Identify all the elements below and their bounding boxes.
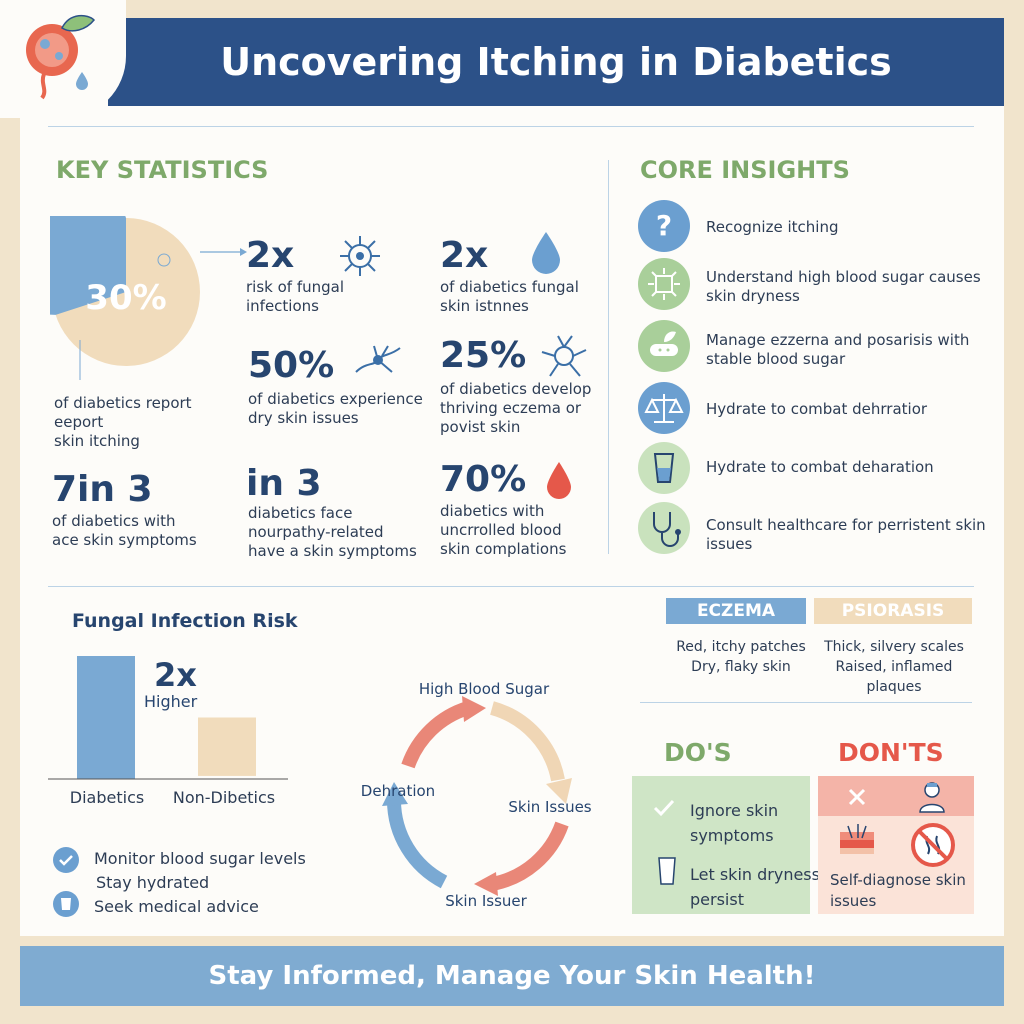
dos-box	[632, 776, 810, 914]
fungus-icon	[340, 236, 380, 276]
dos-item: Ignore skin symptoms	[690, 801, 779, 845]
condition-line: Dry, flaky skin	[691, 659, 791, 675]
divider	[640, 702, 972, 703]
divider	[48, 126, 974, 127]
stethoscope-icon	[638, 502, 690, 554]
fungal-risk-chart: 2x Higher Diabetics Non-Dibetics	[48, 656, 288, 807]
cycle-label: Dehration	[361, 782, 435, 800]
donts-header-strip	[818, 776, 974, 816]
x-tick-label: Non-Dibetics	[173, 788, 275, 807]
cycle-label: Skin Issuer	[445, 892, 527, 910]
stat-caption: of diabetics develop thriving eczema or …	[440, 380, 592, 436]
dos-item: Let skin dryness persist	[690, 865, 820, 909]
itching-pie-chart: 30%	[50, 216, 247, 380]
stat-value: in 3	[246, 463, 322, 504]
cycle-diagram: High Blood Sugar Skin Issues Skin Issuer…	[361, 680, 592, 910]
tip-text: Monitor blood sugar levels	[94, 849, 306, 868]
glass-icon	[658, 857, 676, 885]
stat-value: 2x	[246, 235, 295, 276]
divider	[48, 586, 974, 587]
logo	[0, 0, 126, 118]
stat-value: 7in 3	[52, 469, 153, 510]
check-circle-icon	[53, 847, 79, 873]
dos-title: DO'S	[664, 738, 732, 767]
skin-cell-logo-icon	[26, 14, 96, 100]
pie-caption: of diabetics report eeport skin itching	[54, 394, 192, 450]
eczema-tag: ECZEMA	[666, 598, 806, 624]
donts-title: DON'TS	[838, 738, 944, 767]
insight-text: Understand high blood sugar causes skin …	[706, 268, 981, 305]
check-icon	[653, 799, 675, 817]
sugar-icon	[638, 258, 690, 310]
no-scratch-icon	[911, 823, 955, 867]
pie-slice-itching	[50, 216, 126, 315]
insight-text: Hydrate to combat deharation	[706, 458, 934, 476]
donts-item: Self-diagnose skin issues	[830, 871, 966, 910]
glass-icon	[638, 442, 690, 494]
stat-caption: diabetics with uncrrolled blood skin com…	[440, 502, 567, 558]
x-tick-label: Diabetics	[70, 788, 144, 807]
key-statistics-title: KEY STATISTICS	[56, 156, 269, 184]
stat-value: 25%	[440, 335, 527, 376]
core-insights-title: CORE INSIGHTS	[640, 156, 850, 184]
condition-line: Thick, silvery scales	[824, 639, 964, 655]
psoriasis-tag: PSIORASIS	[814, 598, 972, 624]
insight-text: Recognize itching	[706, 218, 839, 236]
pie-value-label: 30%	[85, 278, 166, 318]
tip-text: Seek medical advice	[94, 897, 259, 916]
chart-annotation-value: 2x	[154, 656, 197, 694]
footer-text: Stay Informed, Manage Your Skin Health!	[208, 961, 816, 991]
nerve-icon	[355, 345, 401, 373]
skin-icon	[840, 824, 874, 854]
insight-text: Hydrate to combat dehrratior	[706, 400, 928, 418]
tip-text: Stay hydrated	[96, 873, 210, 892]
fungal-chart-title: Fungal Infection Risk	[72, 610, 298, 632]
cycle-label: High Blood Sugar	[419, 680, 550, 698]
stat-value: 50%	[248, 345, 335, 386]
cross-icon	[848, 788, 866, 806]
eczema-description: Red, itchy patches Dry, flaky skin	[666, 637, 816, 677]
scale-icon	[638, 382, 690, 434]
psoriasis-description: Thick, silvery scales Raised, inflamed p…	[816, 637, 972, 697]
divider	[608, 160, 609, 554]
stat-caption: diabetics face nourpathy-related have a …	[248, 504, 417, 560]
stat-caption: risk of fungal infections	[246, 278, 345, 315]
bar-diabetics	[77, 656, 135, 779]
stat-caption: of diabetics experience dry skin issues	[248, 390, 423, 427]
water-drop-icon	[532, 232, 560, 274]
condition-line: Red, itchy patches	[676, 639, 806, 655]
cycle-label: Skin Issues	[508, 798, 591, 816]
stat-caption: of diabetics fungal skin istnnes	[440, 278, 579, 315]
footer-banner: Stay Informed, Manage Your Skin Health!	[20, 946, 1004, 1006]
bandage-icon	[638, 320, 690, 372]
page-title: Uncovering Itching in Diabetics	[220, 40, 892, 84]
stat-value: 70%	[440, 459, 527, 500]
stat-value: 2x	[440, 235, 489, 276]
header-banner: Uncovering Itching in Diabetics	[108, 18, 1004, 106]
blood-drop-icon	[547, 462, 571, 499]
bar-non-diabetics	[198, 717, 256, 776]
condition-line: Raised, inflamed plaques	[835, 659, 953, 695]
cup-icon	[53, 891, 79, 917]
doctor-icon	[919, 782, 945, 813]
insight-text: Consult healthcare for perristent skin i…	[706, 516, 986, 553]
insight-text: Manage ezzerna and posarisis with stable…	[706, 331, 970, 368]
chart-annotation-label: Higher	[144, 692, 198, 711]
cell-icon	[541, 335, 587, 377]
question-icon: ?	[638, 200, 690, 252]
stat-caption: of diabetics with ace skin symptoms	[52, 512, 197, 549]
